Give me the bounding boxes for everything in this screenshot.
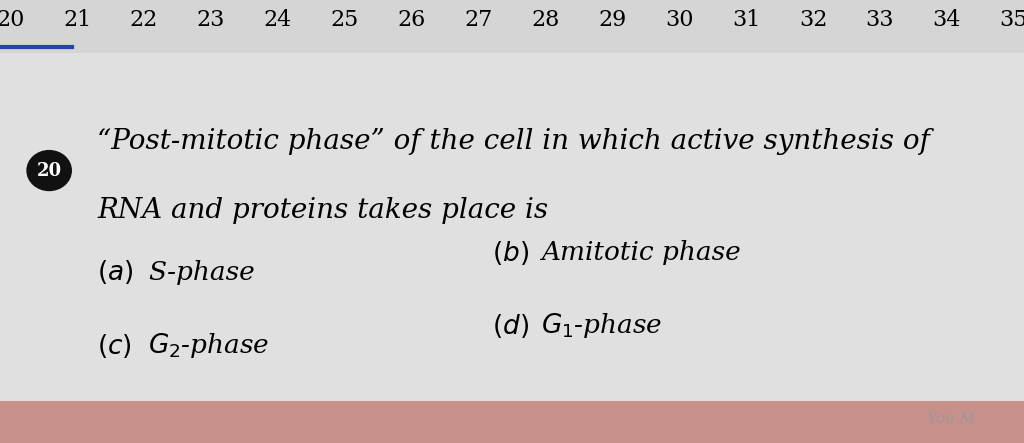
Text: S-phase: S-phase — [148, 260, 255, 285]
Text: $G_2$-phase: $G_2$-phase — [148, 331, 270, 360]
Text: 34: 34 — [933, 9, 962, 31]
Text: 20: 20 — [0, 9, 25, 31]
Text: $(b)$: $(b)$ — [492, 238, 528, 267]
Text: 27: 27 — [465, 9, 493, 31]
Text: 26: 26 — [397, 9, 426, 31]
FancyBboxPatch shape — [0, 401, 1024, 443]
Ellipse shape — [27, 151, 72, 190]
Text: RNA and proteins takes place is: RNA and proteins takes place is — [97, 197, 549, 224]
Text: 31: 31 — [732, 9, 761, 31]
Text: $(d)$: $(d)$ — [492, 311, 528, 340]
FancyBboxPatch shape — [0, 0, 1024, 53]
Text: 25: 25 — [331, 9, 358, 31]
Text: 29: 29 — [598, 9, 627, 31]
Text: 35: 35 — [999, 9, 1024, 31]
Text: “Post-mitotic phase” of the cell in which active synthesis of: “Post-mitotic phase” of the cell in whic… — [97, 128, 930, 155]
Text: 28: 28 — [531, 9, 560, 31]
Text: 20: 20 — [37, 162, 61, 179]
Text: 32: 32 — [799, 9, 827, 31]
Text: 23: 23 — [197, 9, 225, 31]
Text: 30: 30 — [665, 9, 693, 31]
Text: $(c)$: $(c)$ — [97, 331, 132, 360]
Text: 33: 33 — [865, 9, 894, 31]
Text: $G_1$-phase: $G_1$-phase — [541, 311, 663, 340]
Text: You M: You M — [927, 412, 975, 426]
Text: 21: 21 — [63, 9, 91, 31]
Text: Amitotic phase: Amitotic phase — [541, 240, 740, 265]
Text: 24: 24 — [264, 9, 292, 31]
Text: 22: 22 — [130, 9, 158, 31]
Text: $(a)$: $(a)$ — [97, 258, 134, 287]
